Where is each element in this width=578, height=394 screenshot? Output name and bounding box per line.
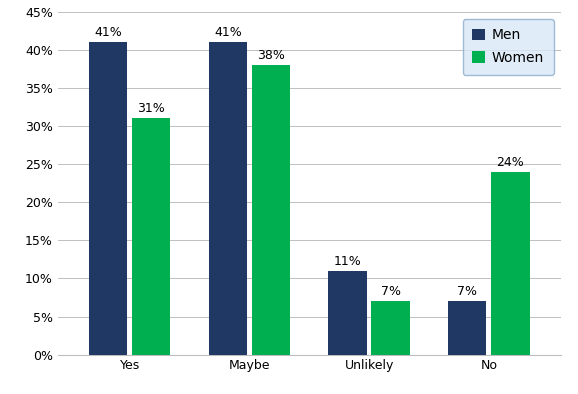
- Legend: Men, Women: Men, Women: [462, 19, 554, 74]
- Bar: [328, 271, 366, 355]
- Bar: [89, 42, 127, 355]
- Text: 7%: 7%: [457, 285, 477, 298]
- Text: 7%: 7%: [381, 285, 401, 298]
- Bar: [372, 301, 410, 355]
- Bar: [132, 119, 171, 355]
- Bar: [209, 42, 247, 355]
- Text: 38%: 38%: [257, 49, 285, 62]
- Text: 41%: 41%: [94, 26, 122, 39]
- Bar: [252, 65, 290, 355]
- Text: 31%: 31%: [138, 102, 165, 115]
- Bar: [491, 172, 529, 355]
- Text: 24%: 24%: [497, 156, 524, 169]
- Text: 11%: 11%: [334, 255, 361, 268]
- Text: 41%: 41%: [214, 26, 242, 39]
- Bar: [448, 301, 487, 355]
